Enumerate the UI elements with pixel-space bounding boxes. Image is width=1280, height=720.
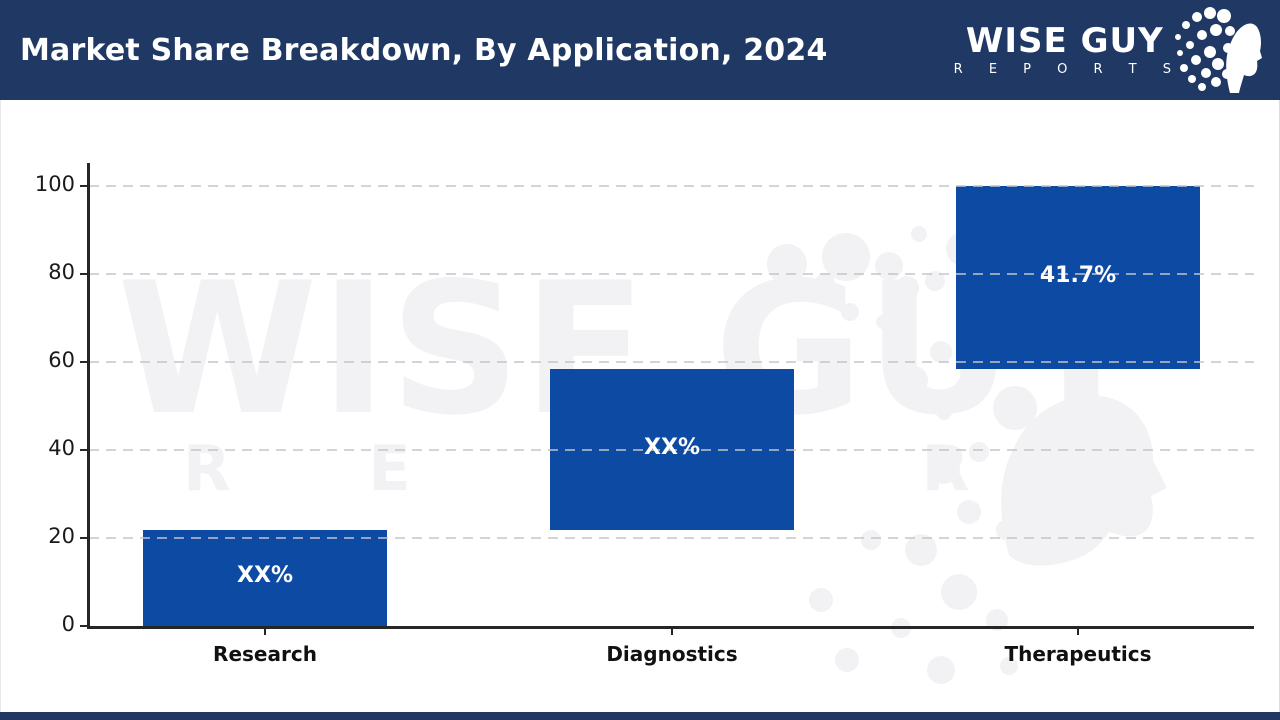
y-tick-label-80: 80 — [48, 260, 75, 284]
y-tickmark-60 — [80, 361, 89, 363]
x-tick-label-therapeutics: Therapeutics — [1004, 642, 1152, 666]
header-bar: Market Share Breakdown, By Application, … — [0, 0, 1280, 100]
chart-title: Market Share Breakdown, By Application, … — [20, 32, 828, 68]
y-tick-label-40: 40 — [48, 436, 75, 460]
logo-wordmark: WISE GUY — [965, 21, 1164, 61]
y-axis-line — [87, 163, 90, 629]
y-tick-label-100: 100 — [34, 172, 75, 196]
y-tickmark-0 — [80, 625, 89, 627]
plot-area: 0 20 40 60 80 100 XX% XX% 41.7% Research Diagnosti… — [1, 100, 1279, 712]
y-tick-label-20: 20 — [48, 524, 75, 548]
gridline-80 — [89, 273, 1254, 275]
brand-logo: WISE GUY R E P O R T S — [948, 7, 1262, 93]
bar-therapeutics — [956, 186, 1200, 370]
gridline-60 — [89, 361, 1254, 363]
chart-area: WISE GUY R E P O R T S — [0, 100, 1280, 712]
x-tick-label-diagnostics: Diagnostics — [606, 642, 738, 666]
bar-research — [143, 530, 387, 626]
y-tick-label-0: 0 — [61, 612, 75, 636]
bar-value-label-diagnostics: XX% — [644, 434, 700, 460]
y-tickmark-100 — [80, 185, 89, 187]
x-tickmark-research — [264, 626, 266, 635]
logo-text: WISE GUY R E P O R T S — [948, 24, 1182, 76]
gridline-100 — [89, 185, 1254, 187]
x-tickmark-diagnostics — [671, 626, 673, 635]
y-tickmark-20 — [80, 537, 89, 539]
x-axis-line — [87, 626, 1254, 629]
x-tickmark-therapeutics — [1077, 626, 1079, 635]
gridline-40 — [89, 449, 1254, 451]
y-tickmark-40 — [80, 449, 89, 451]
bar-value-label-therapeutics: 41.7% — [1039, 262, 1117, 288]
y-tick-label-60: 60 — [48, 348, 75, 372]
bar-value-label-research: XX% — [237, 563, 293, 589]
gridline-20 — [89, 537, 1254, 539]
logo-subtext: R E P O R T S — [953, 62, 1182, 77]
y-tickmark-80 — [80, 273, 89, 275]
logo-head-icon — [1175, 7, 1262, 93]
footer-bar — [0, 712, 1280, 720]
x-tick-label-research: Research — [213, 642, 317, 666]
